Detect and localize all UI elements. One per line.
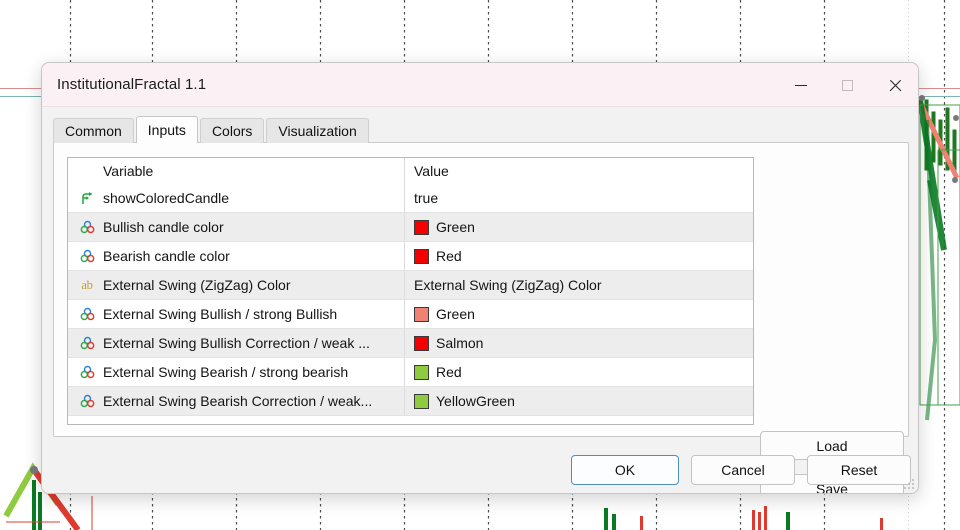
flow-arrow-icon: [77, 191, 97, 206]
table-row[interactable]: showColoredCandle true: [68, 184, 753, 213]
table-row[interactable]: Bearish candle color Red: [68, 242, 753, 271]
row-value-cell[interactable]: Red: [404, 358, 753, 386]
resize-grip[interactable]: [901, 476, 914, 489]
zigzag-bullish-leg: [925, 119, 938, 421]
color-swatch: [414, 335, 429, 351]
row-variable-label: External Swing Bearish / strong bearish: [103, 364, 349, 380]
row-value-label: Green: [436, 306, 475, 322]
row-value-label: External Swing (ZigZag) Color: [414, 277, 602, 293]
swing-point: [30, 466, 38, 474]
ok-button[interactable]: OK: [571, 455, 679, 485]
row-variable-cell[interactable]: External Swing Bullish / strong Bullish: [68, 306, 404, 322]
table-row[interactable]: External Swing Bearish Correction / weak…: [68, 387, 753, 416]
tab-inputs[interactable]: Inputs: [135, 116, 198, 143]
minimize-icon: [794, 84, 807, 86]
cancel-button[interactable]: Cancel: [691, 455, 795, 485]
ab-string-icon: ab: [81, 277, 93, 292]
candle-body: [38, 492, 42, 530]
color-circles-icon: [77, 307, 97, 322]
color-circles-icon: [77, 249, 97, 264]
row-variable-cell[interactable]: Bearish candle color: [68, 248, 404, 264]
row-value-label: true: [414, 190, 439, 206]
color-circles-icon: [77, 394, 97, 409]
close-button[interactable]: [871, 63, 918, 107]
row-variable-cell[interactable]: External Swing Bearish Correction / weak…: [68, 393, 404, 409]
header-cell-variable: Variable: [68, 163, 404, 179]
color-swatch: [414, 219, 429, 235]
header-cell-value: Value: [404, 158, 753, 184]
row-variable-label: External Swing Bearish Correction / weak…: [103, 393, 373, 409]
window-controls: [777, 63, 918, 107]
tab-strip: Common Inputs Colors Visualization: [53, 116, 371, 143]
table-empty-row: [68, 416, 753, 424]
swing-boxes: [919, 104, 960, 406]
minimize-button[interactable]: [777, 63, 824, 107]
dialog-title: InstitutionalFractal 1.1: [57, 76, 207, 93]
row-variable-cell[interactable]: External Swing Bearish / strong bearish: [68, 364, 404, 380]
row-variable-label: External Swing (ZigZag) Color: [103, 277, 291, 293]
row-variable-label: External Swing Bullish / strong Bullish: [103, 306, 338, 322]
color-swatch: [414, 364, 429, 380]
color-circles-icon: [77, 336, 97, 351]
reset-button-label: Reset: [840, 462, 878, 478]
row-value-cell[interactable]: true: [404, 184, 753, 212]
dialog-titlebar[interactable]: InstitutionalFractal 1.1: [42, 63, 918, 107]
inputs-panel: Variable Value showColoredCandle true: [53, 142, 909, 493]
table-row[interactable]: External Swing Bullish Correction / weak…: [68, 329, 753, 358]
row-variable-cell[interactable]: External Swing Bullish Correction / weak…: [68, 335, 404, 351]
row-value-cell[interactable]: Green: [404, 213, 753, 241]
tab-common[interactable]: Common: [53, 118, 134, 143]
row-variable-cell[interactable]: Bullish candle color: [68, 219, 404, 235]
swing-point: [952, 177, 958, 183]
table-header-row: Variable Value: [68, 158, 753, 184]
maximize-button[interactable]: [824, 63, 871, 107]
maximize-icon: [842, 79, 853, 91]
row-value-label: Red: [436, 248, 462, 264]
table-row[interactable]: External Swing Bullish / strong Bullish …: [68, 300, 753, 329]
tab-label: Visualization: [278, 123, 357, 139]
row-value-label: Salmon: [436, 335, 484, 351]
row-variable-cell[interactable]: ab External Swing (ZigZag) Color: [68, 277, 404, 293]
tab-label: Colors: [211, 123, 253, 139]
color-swatch: [414, 248, 429, 264]
row-value-label: Green: [436, 219, 475, 235]
row-value-cell[interactable]: Salmon: [404, 329, 753, 357]
color-circles-icon: [77, 220, 97, 235]
tab-label: Inputs: [147, 122, 186, 138]
load-button-label: Load: [816, 437, 848, 454]
color-swatch: [414, 393, 429, 409]
table-row[interactable]: Bullish candle color Green: [68, 213, 753, 242]
table-row[interactable]: ab External Swing (ZigZag) Color Externa…: [68, 271, 753, 300]
inputs-table[interactable]: Variable Value showColoredCandle true: [67, 157, 754, 425]
row-variable-label: Bearish candle color: [103, 248, 230, 264]
swing-point: [953, 115, 959, 121]
row-variable-label: Bullish candle color: [103, 219, 224, 235]
swing-point: [919, 95, 925, 101]
candles-bottom: [604, 506, 883, 530]
properties-dialog: InstitutionalFractal 1.1 Common Inputs C…: [41, 62, 919, 494]
row-value-label: YellowGreen: [436, 393, 515, 409]
tab-colors[interactable]: Colors: [199, 118, 265, 143]
color-circles-icon: [77, 365, 97, 380]
row-value-cell[interactable]: YellowGreen: [404, 387, 753, 415]
row-value-label: Red: [436, 364, 462, 380]
candle-body: [32, 480, 36, 530]
color-swatch: [414, 306, 429, 322]
tab-label: Common: [65, 123, 122, 139]
header-label-variable: Variable: [103, 163, 154, 179]
row-value-cell[interactable]: Green: [404, 300, 753, 328]
close-icon: [888, 79, 901, 92]
reset-button[interactable]: Reset: [807, 455, 911, 485]
row-variable-cell[interactable]: showColoredCandle: [68, 190, 404, 206]
row-value-cell[interactable]: External Swing (ZigZag) Color: [404, 271, 753, 299]
cancel-button-label: Cancel: [721, 462, 765, 478]
row-variable-label: showColoredCandle: [103, 190, 230, 206]
ok-button-label: OK: [614, 462, 636, 478]
table-row[interactable]: External Swing Bearish / strong bearish …: [68, 358, 753, 387]
row-value-cell[interactable]: Red: [404, 242, 753, 270]
header-label-value: Value: [414, 163, 449, 179]
row-variable-label: External Swing Bullish Correction / weak…: [103, 335, 370, 351]
tab-visualization[interactable]: Visualization: [266, 118, 369, 143]
